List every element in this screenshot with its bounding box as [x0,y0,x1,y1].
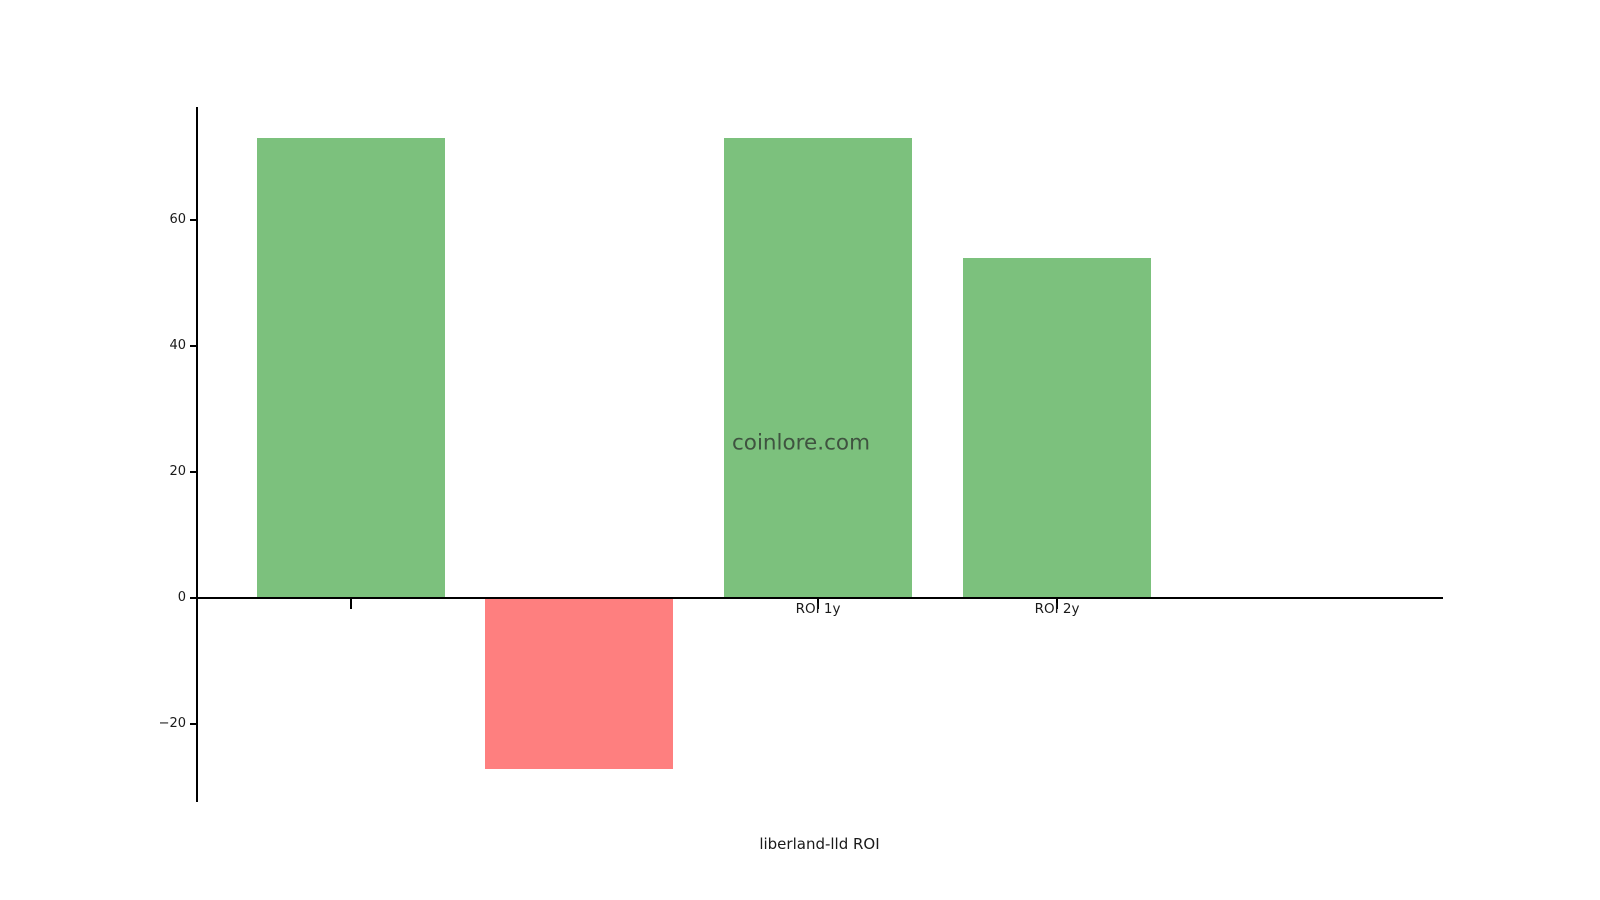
bar-roi-1y [724,138,912,598]
x-tick-label-roi-1y: ROI 1y [795,601,841,617]
x-tick-mark [817,598,819,609]
bar-col-2 [485,599,673,770]
x-tick-mark [350,598,352,609]
bar-col-1 [257,138,445,598]
y-tick-label: 60 [169,212,186,227]
y-tick-label: 20 [169,464,186,479]
y-tick-label: 40 [169,338,186,353]
y-axis-line [196,107,198,802]
y-tick-mark [190,471,198,473]
x-tick-label-roi-2y: ROI 2y [1034,601,1080,617]
x-tick-mark [1056,598,1058,609]
y-tick-mark [190,723,198,725]
y-tick-label: 0 [177,590,186,605]
y-tick-mark [190,597,198,599]
y-tick-mark [190,219,198,221]
y-tick-mark [190,345,198,347]
watermark-text: coinlore.com [731,430,871,456]
y-tick-label: −20 [158,716,186,731]
bar-roi-2y [963,257,1151,598]
chart-title: liberland-lld ROI [759,835,880,853]
x-axis-line [196,597,1443,599]
